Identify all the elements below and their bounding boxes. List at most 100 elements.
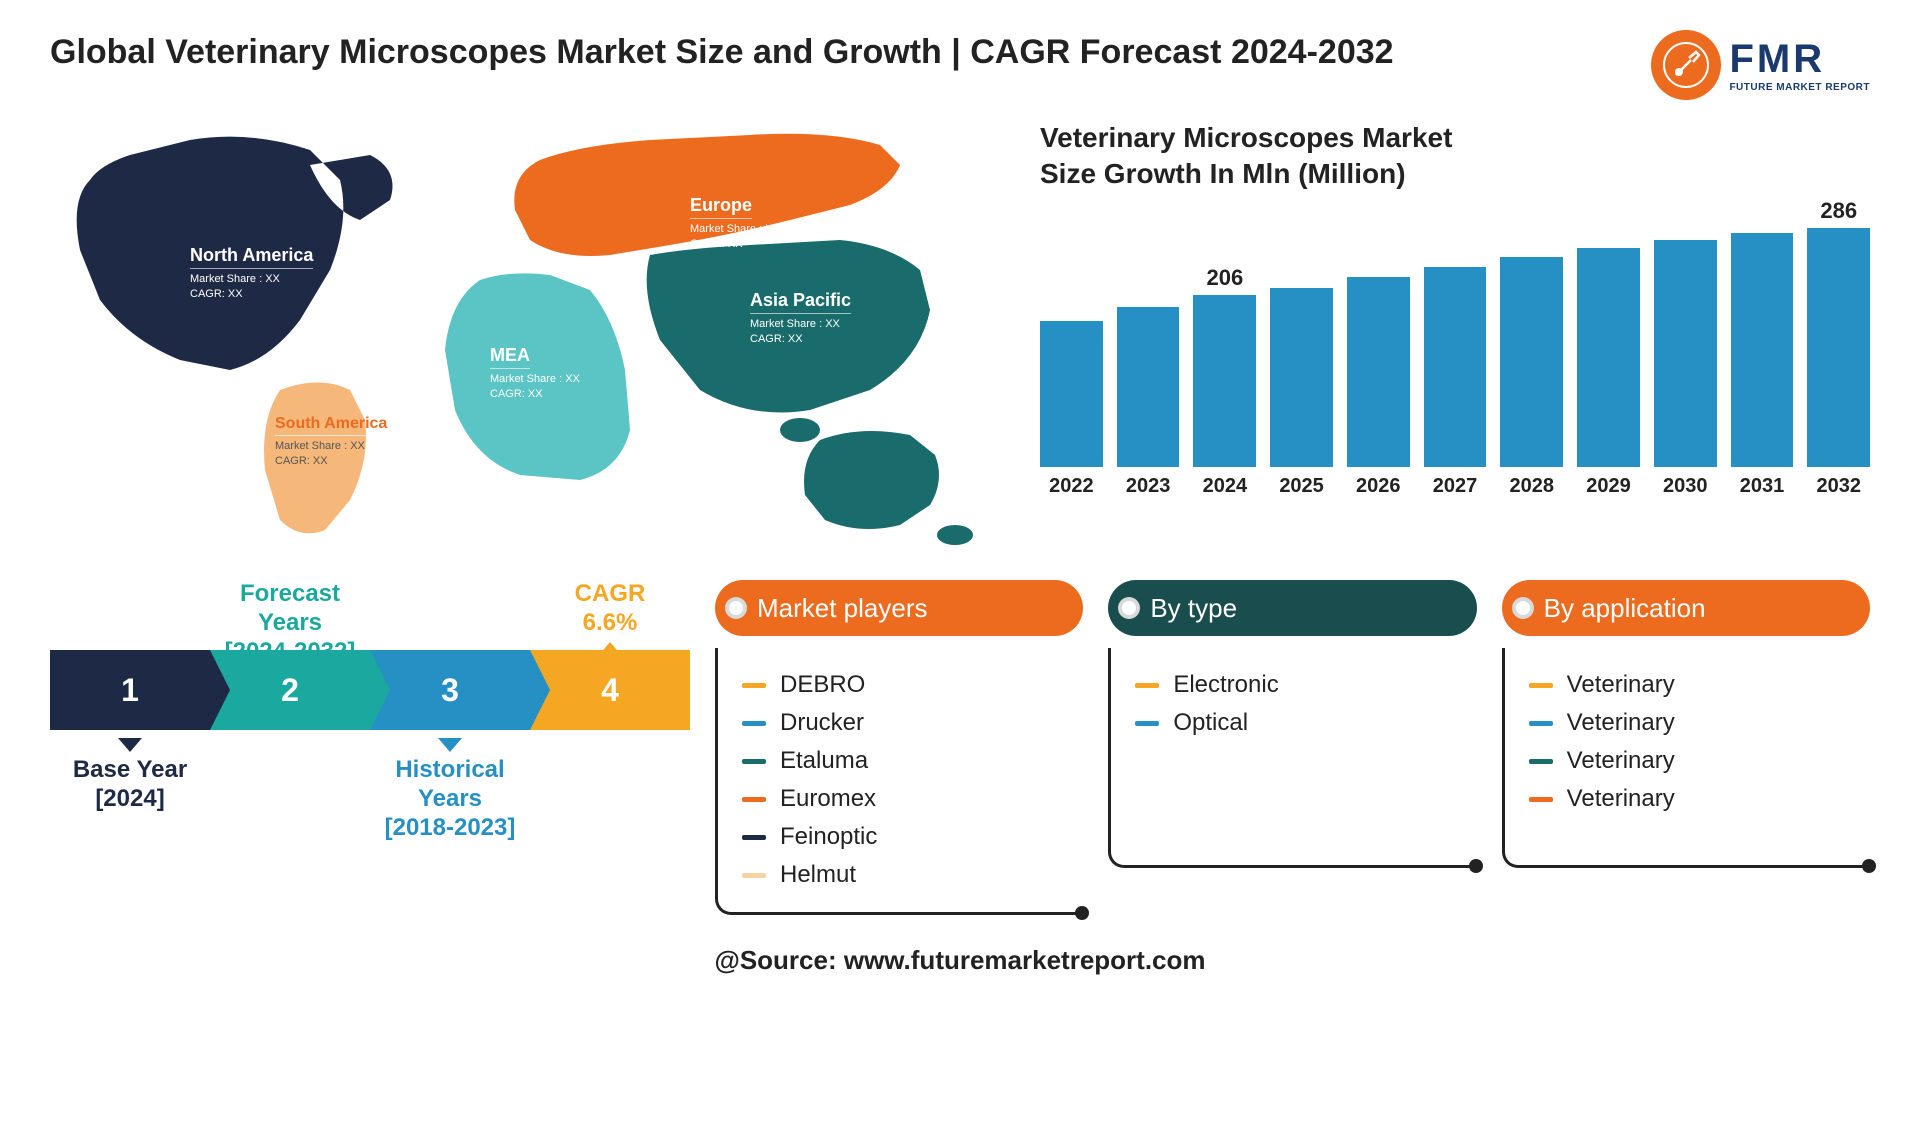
bottom-row: Forecast Years [2024-2032] CAGR 6.6% 1 2… (50, 580, 1870, 915)
bar (1731, 233, 1794, 466)
bar-wrap: 206 2024 (1193, 265, 1256, 498)
bar (1040, 321, 1103, 467)
info-card: By type Electronic Optical (1108, 580, 1476, 915)
bar-wrap: 2030 (1654, 210, 1717, 498)
bar (1270, 288, 1333, 467)
card-item: DEBRO (742, 666, 1073, 704)
region-share: Market Share : XX (490, 372, 580, 387)
bar-wrap: 2862032 (1807, 198, 1870, 497)
base-year-label: Base Year [2024] (50, 738, 210, 842)
card-item: Veterinary (1529, 704, 1860, 742)
card-item-label: Drucker (780, 709, 864, 737)
dash-icon (1529, 683, 1553, 688)
bar (1424, 267, 1487, 467)
dash-icon (1529, 759, 1553, 764)
region-label: North AmericaMarket Share : XXCAGR: XX (190, 245, 313, 303)
logo-icon (1651, 30, 1721, 100)
region-cagr: CAGR: XX (690, 237, 780, 252)
bar (1193, 295, 1256, 467)
dash-icon (742, 721, 766, 726)
card-item-label: Veterinary (1567, 785, 1675, 813)
bar-value: 286 (1820, 198, 1857, 224)
region-label: Asia PacificMarket Share : XXCAGR: XX (750, 290, 851, 348)
card-body: Electronic Optical (1108, 648, 1476, 868)
bar-wrap: 2026 (1347, 247, 1410, 498)
bar-year: 2025 (1279, 475, 1324, 498)
card-item: Etaluma (742, 742, 1073, 780)
info-card: Market players DEBRO Drucker Etaluma Euromex… (715, 580, 1083, 915)
card-body: Veterinary Veterinary Veterinary Veterinary (1502, 648, 1870, 868)
card-item-label: Veterinary (1567, 671, 1675, 699)
card-item: Optical (1135, 704, 1466, 742)
bar-year: 2031 (1740, 475, 1785, 498)
card-body: DEBRO Drucker Etaluma Euromex Feinoptic Helmu… (715, 648, 1083, 915)
region-label: South America Market Share : XXCAGR: XX (275, 415, 387, 470)
card-item: Veterinary (1529, 742, 1860, 780)
source-text: @Source: www.futuremarketreport.com (50, 945, 1870, 976)
card-item-label: Optical (1173, 709, 1248, 737)
logo-text-main: FMR (1729, 37, 1870, 82)
card-item: Veterinary (1529, 780, 1860, 818)
bar-year: 2024 (1203, 475, 1248, 498)
map-svg (50, 120, 1010, 550)
region-cagr: CAGR: XX (275, 454, 387, 469)
bar (1577, 248, 1640, 466)
main-row: North AmericaMarket Share : XXCAGR: XX So… (50, 120, 1870, 550)
card-item-label: Electronic (1173, 671, 1278, 699)
region-name: South America (275, 415, 387, 436)
card-pill: By type (1108, 580, 1476, 636)
card-item: Drucker (742, 704, 1073, 742)
bar-wrap: 2025 (1270, 258, 1333, 498)
timeline-seg-4: 4 (530, 650, 690, 730)
region-name: MEA (490, 345, 530, 369)
bar (1654, 240, 1717, 467)
region-cagr: CAGR: XX (750, 332, 851, 347)
dash-icon (742, 835, 766, 840)
logo: FMR FUTURE MARKET REPORT (1651, 30, 1870, 100)
historical-label: Historical Years [2018-2023] (370, 738, 530, 842)
dash-icon (742, 797, 766, 802)
timeline-seg-1: 1 (50, 650, 210, 730)
region-share: Market Share : XX (190, 272, 313, 287)
region-label: MEAMarket Share : XXCAGR: XX (490, 345, 580, 403)
bar (1347, 277, 1410, 467)
card-item: Veterinary (1529, 666, 1860, 704)
bar-year: 2022 (1049, 475, 1094, 498)
bar-wrap: 2027 (1424, 237, 1487, 498)
bar-year: 2028 (1510, 475, 1555, 498)
info-card: By applicationVeterinaryVeterinaryVeteri… (1502, 580, 1870, 915)
card-title: By type (1150, 593, 1237, 624)
bar-value: 206 (1206, 265, 1243, 291)
dash-icon (1135, 683, 1159, 688)
region-share: Market Share : XX (690, 222, 780, 237)
region-share: Market Share : XX (750, 317, 851, 332)
timeline-bar: 1 2 3 4 (50, 650, 690, 730)
card-pill: Market players (715, 580, 1083, 636)
dash-icon (1135, 721, 1159, 726)
arrow-down-icon (118, 738, 142, 752)
timeline: Forecast Years [2024-2032] CAGR 6.6% 1 2… (50, 580, 690, 842)
region-share: Market Share : XX (275, 439, 387, 454)
hist-text: Historical Years (370, 756, 530, 814)
card-item-label: Veterinary (1567, 709, 1675, 737)
region-name: Europe (690, 195, 752, 219)
bar-year: 2030 (1663, 475, 1708, 498)
card-item: Helmut (742, 856, 1073, 894)
dash-icon (742, 759, 766, 764)
card-item: Euromex (742, 780, 1073, 818)
bar-wrap: 2029 (1577, 218, 1640, 497)
card-item-label: Veterinary (1567, 747, 1675, 775)
chart-title: Veterinary Microscopes Market Size Growt… (1040, 120, 1460, 193)
bar-year: 2027 (1433, 475, 1478, 498)
card-title: Market players (757, 593, 928, 624)
card-item-label: Euromex (780, 785, 876, 813)
bar-wrap: 2022 (1040, 291, 1103, 498)
cagr-text: CAGR (530, 580, 690, 609)
page-title: Global Veterinary Microscopes Market Siz… (50, 30, 1394, 74)
bar-wrap: 2028 (1500, 227, 1563, 498)
timeline-seg-2: 2 (210, 650, 370, 730)
base-text: Base Year (50, 756, 210, 785)
header: Global Veterinary Microscopes Market Siz… (50, 30, 1870, 100)
card-item-label: Feinoptic (780, 823, 877, 851)
arrow-down-icon (438, 738, 462, 752)
